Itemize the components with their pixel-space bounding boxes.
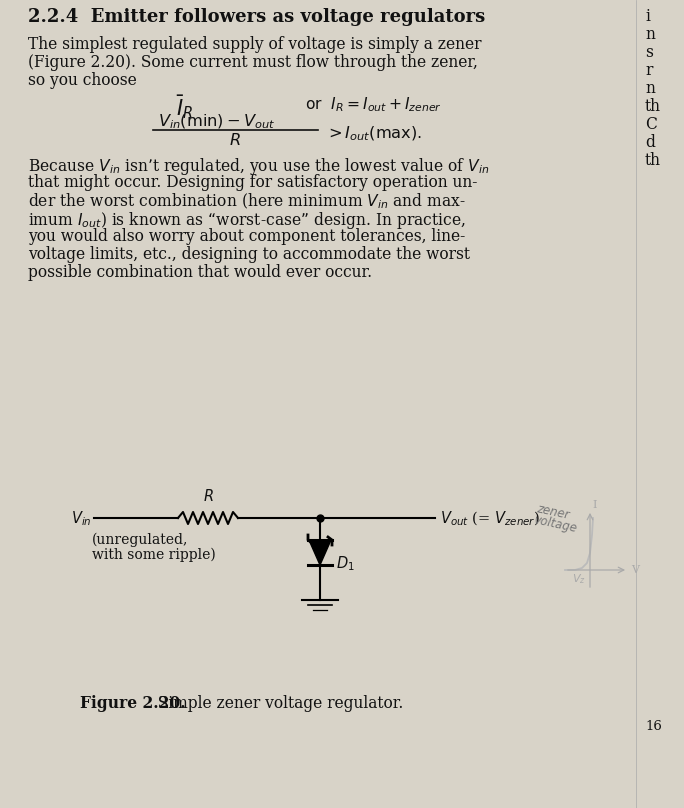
Text: V: V [631, 565, 639, 575]
Text: $V_{in}(\mathrm{min}) - V_{out}$: $V_{in}(\mathrm{min}) - V_{out}$ [158, 113, 275, 132]
Text: $\bar{I}_R$: $\bar{I}_R$ [176, 93, 194, 121]
Text: Figure 2.20.: Figure 2.20. [80, 695, 185, 712]
Text: 16: 16 [645, 720, 662, 733]
Text: $R$: $R$ [229, 132, 241, 149]
Text: possible combination that would ever occur.: possible combination that would ever occ… [28, 264, 372, 281]
Text: der the worst combination (here minimum $V_{in}$ and max-: der the worst combination (here minimum … [28, 192, 466, 212]
Text: The simplest regulated supply of voltage is simply a zener: The simplest regulated supply of voltage… [28, 36, 482, 53]
Text: i: i [645, 8, 650, 25]
Text: $D_1$: $D_1$ [336, 554, 355, 573]
Text: voltage: voltage [532, 513, 578, 535]
Text: $V_{in}$: $V_{in}$ [71, 510, 92, 528]
Text: voltage limits, etc., designing to accommodate the worst: voltage limits, etc., designing to accom… [28, 246, 470, 263]
Text: with some ripple): with some ripple) [92, 548, 215, 562]
Text: zener: zener [535, 502, 570, 522]
Text: th: th [645, 152, 661, 169]
Text: n: n [645, 80, 655, 97]
Text: (Figure 2.20). Some current must flow through the zener,: (Figure 2.20). Some current must flow th… [28, 54, 478, 71]
Text: $V_z$: $V_z$ [572, 572, 586, 586]
Text: th: th [645, 98, 661, 115]
Text: $> I_{out}(\mathrm{max}).$: $> I_{out}(\mathrm{max}).$ [325, 125, 422, 143]
Text: I: I [592, 500, 596, 510]
Text: C: C [645, 116, 657, 133]
Text: (unregulated,: (unregulated, [92, 533, 188, 547]
Text: r: r [645, 62, 653, 79]
Text: $V_{out}$ (= $V_{zener}$): $V_{out}$ (= $V_{zener}$) [440, 510, 540, 528]
Polygon shape [309, 540, 331, 565]
Text: n: n [645, 26, 655, 43]
Text: Simple zener voltage regulator.: Simple zener voltage regulator. [148, 695, 404, 712]
Text: so you choose: so you choose [28, 72, 137, 89]
Text: $\mathrm{or}\ \ I_R = I_{out} + I_{zener}$: $\mathrm{or}\ \ I_R = I_{out} + I_{zener… [305, 95, 442, 114]
Text: 2.2.4  Emitter followers as voltage regulators: 2.2.4 Emitter followers as voltage regul… [28, 8, 485, 26]
Text: d: d [645, 134, 655, 151]
Text: Because $V_{in}$ isn’t regulated, you use the lowest value of $V_{in}$: Because $V_{in}$ isn’t regulated, you us… [28, 156, 489, 177]
Text: you would also worry about component tolerances, line-: you would also worry about component tol… [28, 228, 465, 245]
Text: that might occur. Designing for satisfactory operation un-: that might occur. Designing for satisfac… [28, 174, 477, 191]
Text: $R$: $R$ [202, 488, 213, 504]
Text: imum $I_{out}$) is known as “worst-case” design. In practice,: imum $I_{out}$) is known as “worst-case”… [28, 210, 466, 231]
Text: s: s [645, 44, 653, 61]
